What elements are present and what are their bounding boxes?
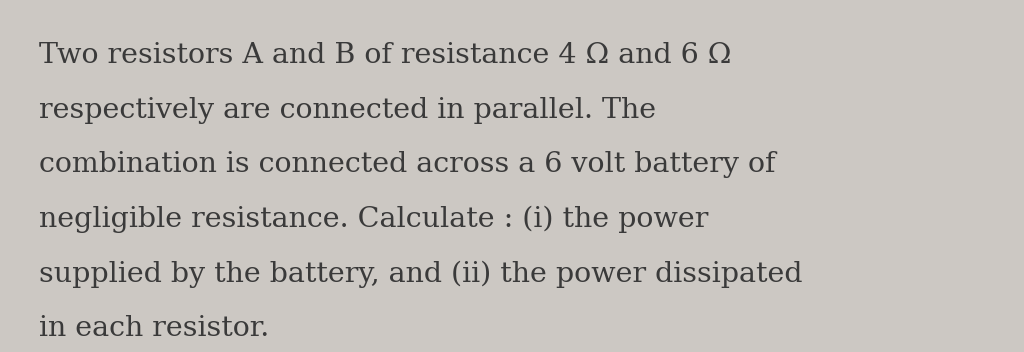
Text: respectively are connected in parallel. The: respectively are connected in parallel. … — [39, 97, 656, 124]
Text: negligible resistance. Calculate : (i) the power: negligible resistance. Calculate : (i) t… — [39, 206, 709, 233]
Text: combination is connected across a 6 volt battery of: combination is connected across a 6 volt… — [39, 151, 775, 178]
Text: supplied by the battery, and (ii) the power dissipated: supplied by the battery, and (ii) the po… — [39, 260, 803, 288]
Text: in each resistor.: in each resistor. — [39, 315, 269, 342]
Text: Two resistors A and B of resistance 4 Ω and 6 Ω: Two resistors A and B of resistance 4 Ω … — [39, 42, 731, 69]
